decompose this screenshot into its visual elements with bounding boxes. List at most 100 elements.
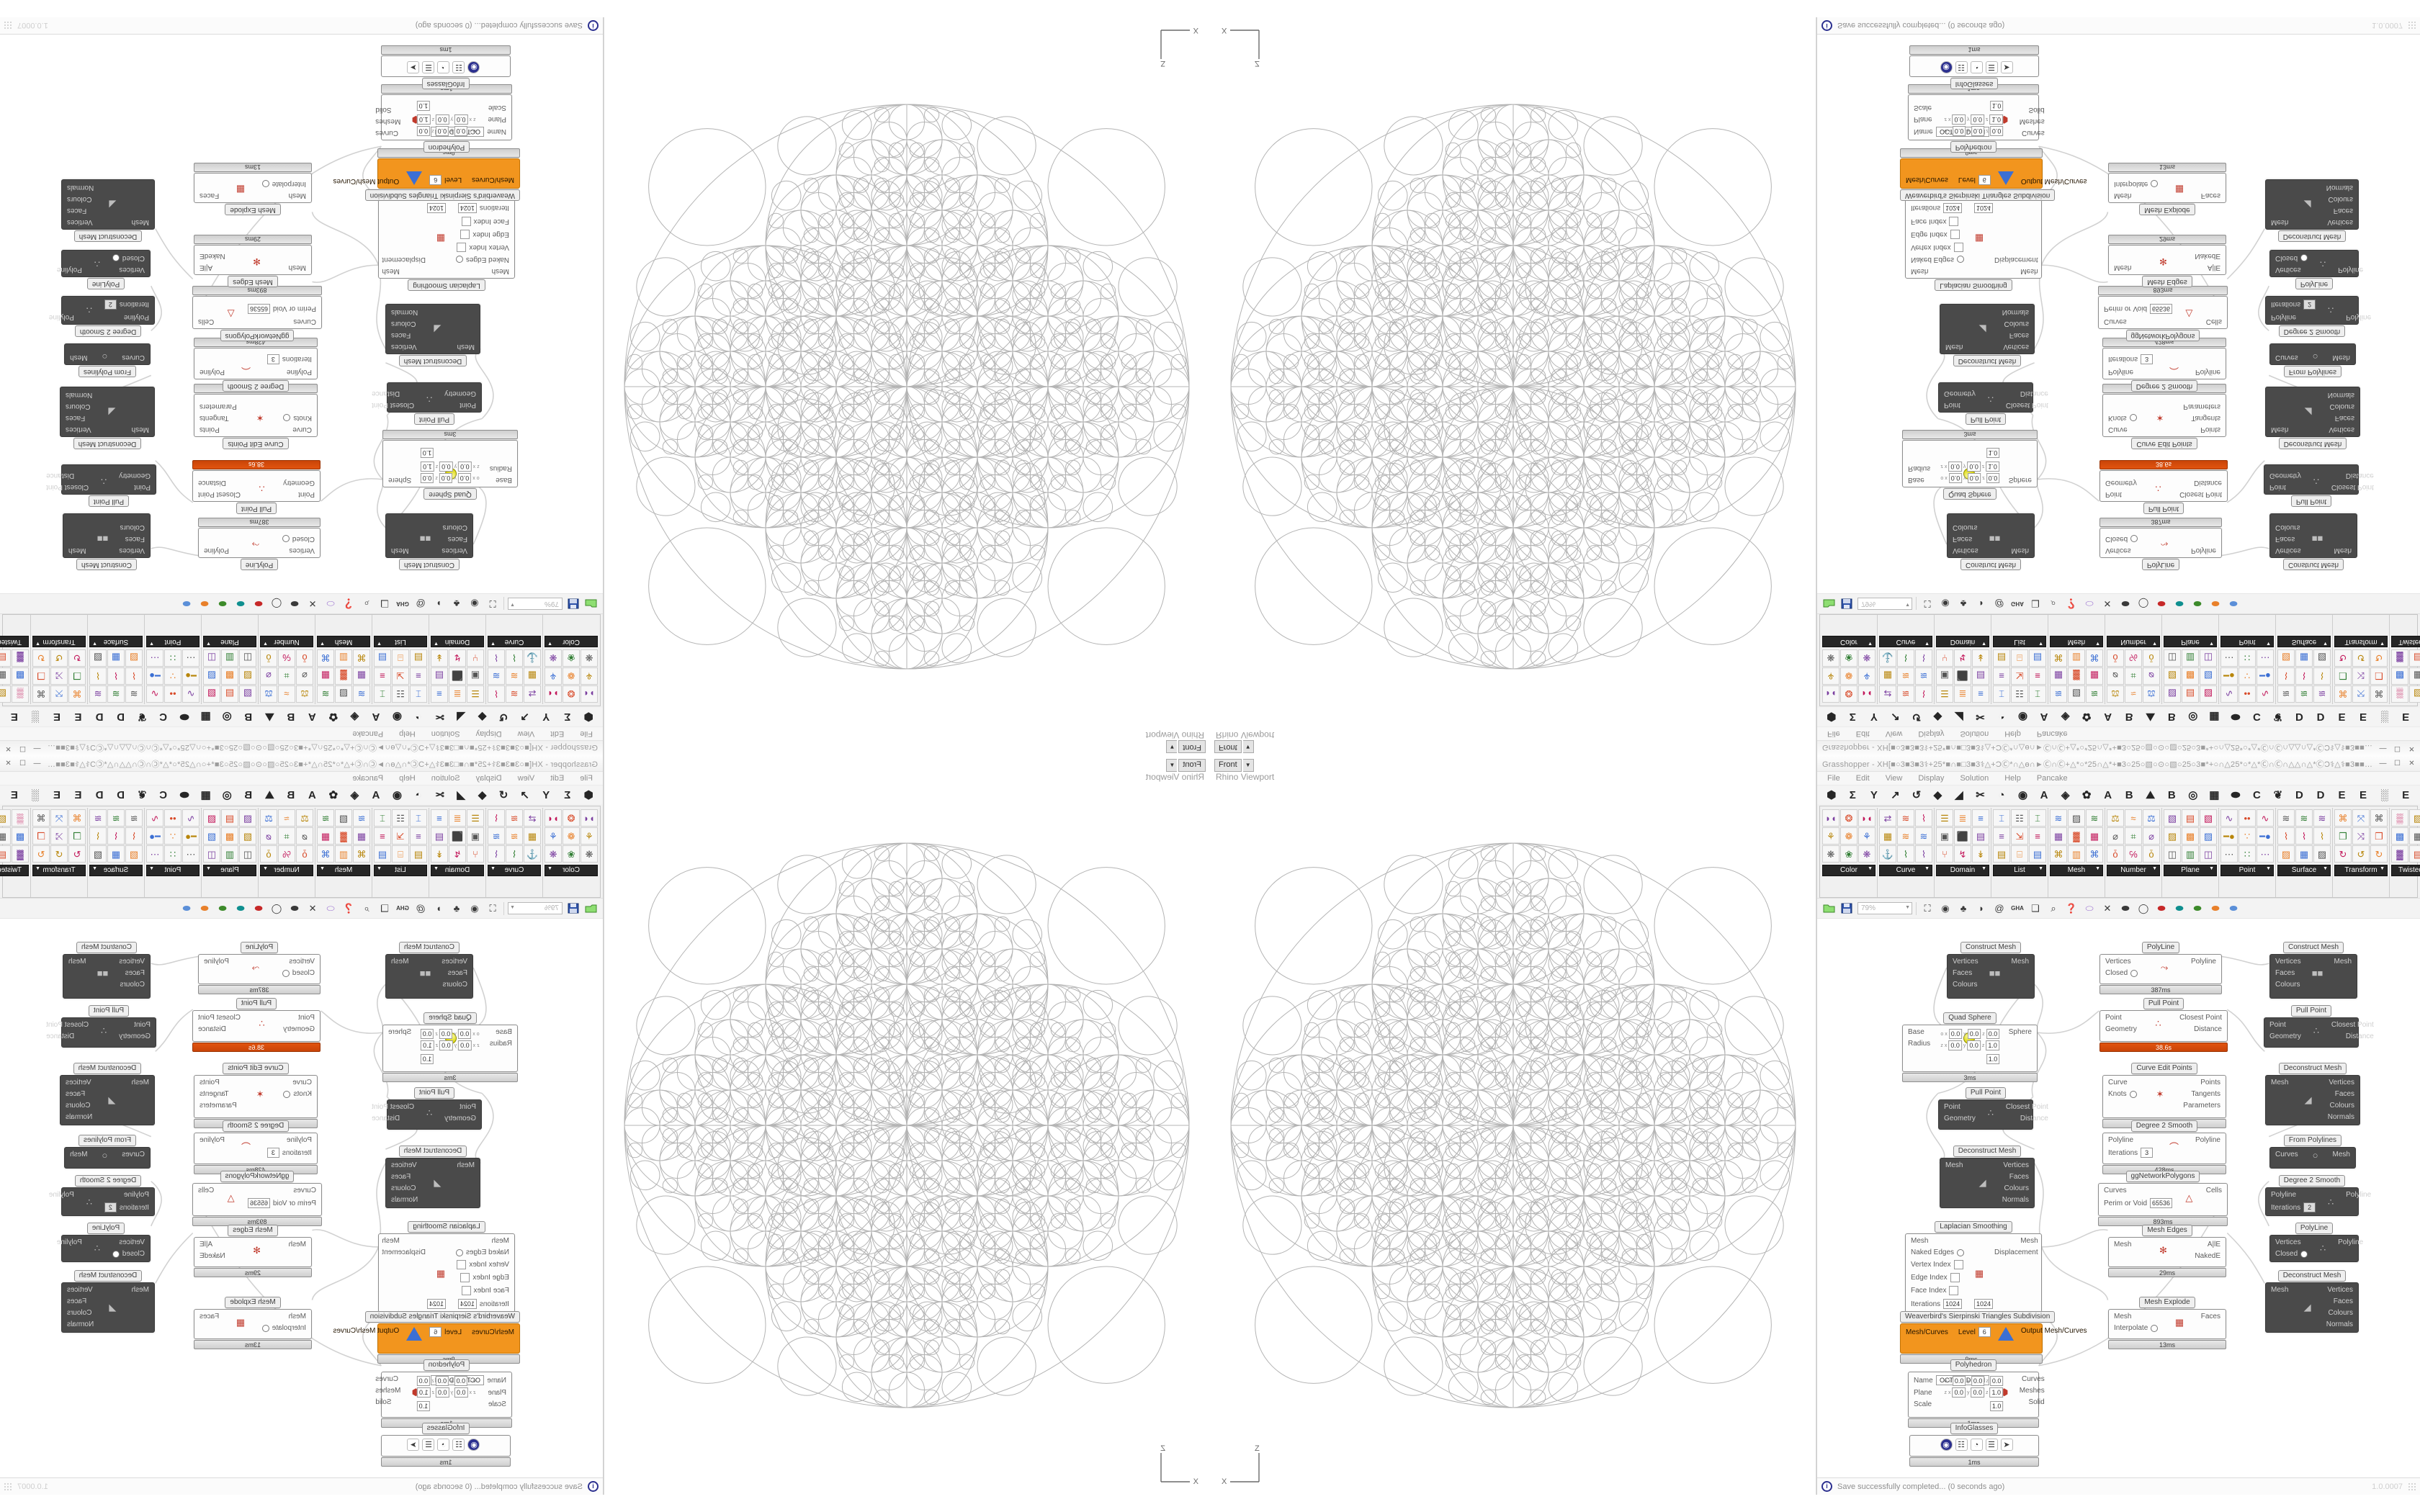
component-icon-grid[interactable]: ≋ ▦ ⌘ ▨ ▓ ▥ ≋ ▦ ⌘ bbox=[316, 808, 371, 864]
sphere-red-icon[interactable]: ⬬ bbox=[254, 598, 263, 609]
gh-node-curve-edit-points[interactable]: Curve Edit Points Curve Knots ✶ Points Tangen… bbox=[2102, 1063, 2226, 1128]
preview-eye-icon[interactable]: ◉ bbox=[1941, 903, 1950, 914]
component-category-twisted-box[interactable]: ▒▩▓▨▦▤▒▩▓Twisted Box▼ bbox=[2390, 808, 2420, 897]
component-icon[interactable]: ≋ bbox=[2277, 809, 2295, 827]
node-body[interactable]: Point Geometry ∴ Closest Point Distance bbox=[1938, 382, 2048, 413]
gh-node-deconstruct-mesh-1[interactable]: Deconstruct Mesh Mesh ◢ Vertices Faces Colour… bbox=[385, 304, 480, 366]
index-checkbox[interactable] bbox=[1953, 243, 1963, 252]
resize-grip[interactable] bbox=[2408, 22, 2416, 30]
component-icon[interactable]: ↻ bbox=[2334, 649, 2352, 667]
ring-icon[interactable]: ◎ bbox=[2188, 711, 2198, 723]
node-outputs[interactable]: Mesh bbox=[70, 1151, 87, 1160]
component-icon[interactable]: ⤨ bbox=[2352, 827, 2370, 845]
gh-node-pull-point-2[interactable]: Pull Point Point Geometry ∴ Closest Point Dis… bbox=[46, 464, 156, 507]
node-output-port[interactable]: Mesh bbox=[68, 546, 86, 554]
node-output-port[interactable]: Faces bbox=[2333, 207, 2353, 215]
node-caption[interactable]: Pull Point bbox=[88, 1005, 130, 1017]
node-inputs[interactable]: Mesh bbox=[457, 308, 475, 351]
component-icon[interactable]: ⌶ bbox=[374, 685, 391, 703]
node-output-port[interactable]: Polyline bbox=[204, 958, 230, 966]
infoglasses-icon-row[interactable]: ◉ ☷ ◔ ☰ ➤ bbox=[1940, 1439, 2013, 1451]
node-body[interactable]: ◉ ☷ ◔ ☰ ➤ bbox=[1909, 55, 2039, 77]
component-icon[interactable]: ▨ bbox=[2164, 667, 2181, 685]
letter-b-icon[interactable]: B bbox=[2125, 788, 2133, 801]
node-output-port[interactable]: Polyline bbox=[2195, 368, 2220, 376]
component-icon[interactable]: ━● bbox=[2220, 827, 2238, 845]
category-tab-list[interactable]: List ▼ bbox=[1993, 636, 2046, 647]
component-icon[interactable]: ▒ bbox=[2391, 685, 2408, 703]
boolean-toggle[interactable] bbox=[455, 256, 463, 264]
node-input-port[interactable]: Knots bbox=[283, 1090, 312, 1098]
node-caption[interactable]: Degree 2 Smooth bbox=[2278, 1175, 2346, 1187]
category-tab-number[interactable]: Number ▼ bbox=[260, 636, 313, 647]
gh-node-ggnetworkpolygons[interactable]: ggNetworkPolygons Curves Perim or Void 6553… bbox=[2098, 286, 2228, 341]
node-outputs[interactable]: Curves Meshes Solid bbox=[2020, 1375, 2045, 1408]
component-icon[interactable]: ∵ bbox=[2238, 667, 2256, 685]
param-value[interactable]: 1.0 bbox=[1989, 114, 2004, 125]
component-icon[interactable]: ☷ bbox=[392, 809, 409, 827]
index-checkbox[interactable] bbox=[460, 1273, 470, 1282]
component-icon[interactable]: ⌇ bbox=[506, 649, 523, 667]
node-inputs[interactable]: Base Radius bbox=[490, 1028, 512, 1048]
node-inputs[interactable]: Mesh Interpolate bbox=[261, 1313, 306, 1332]
canvas-toolbar[interactable]: 79% ▼ ⛶ ◉ ♣ ◗ @ GHA ❑ ⌕ ❓ ⬭ ✕ ⬬ ◯ ⬬ ⬬ ⬬ ⬬ ⬬ bbox=[1817, 898, 2420, 918]
component-icon-grid[interactable]: ⌶ ≡ ▤ ☷ ⇲ ⌸ ⌶ ≡ ▤ bbox=[373, 648, 428, 704]
maximize-button[interactable]: ☐ bbox=[2394, 759, 2401, 768]
window-controls[interactable]: — ☐ ✕ bbox=[1, 758, 44, 770]
sphere-teal-icon[interactable]: ⬬ bbox=[2175, 903, 2184, 914]
gh-node-pull-point-2[interactable]: Pull Point Point Geometry ∴ Closest Point Dis… bbox=[2264, 464, 2374, 507]
node-caption[interactable]: Construct Mesh bbox=[398, 942, 460, 953]
component-icon[interactable]: ◫ bbox=[239, 845, 256, 863]
node-caption[interactable]: Deconstruct Mesh bbox=[398, 1146, 467, 1157]
component-icon[interactable]: ⌸ bbox=[392, 649, 409, 667]
node-output-port[interactable]: Polyline bbox=[204, 546, 230, 554]
node-inputs[interactable]: Mesh Interpolate bbox=[261, 180, 306, 199]
iterations-value[interactable]: 1024 bbox=[426, 1299, 446, 1309]
node-input-port[interactable]: Geometry bbox=[283, 479, 315, 487]
node-input-port[interactable]: Closed bbox=[282, 535, 315, 543]
node-caption[interactable]: Construct Mesh bbox=[76, 942, 138, 953]
help-bag-icon[interactable]: ❓ bbox=[342, 903, 355, 914]
component-icon[interactable]: ▦ bbox=[353, 827, 370, 845]
draw-wires-icon[interactable]: ♣ bbox=[1960, 598, 1967, 609]
param-value[interactable]: 0.0 bbox=[1989, 1376, 2004, 1386]
chevron-down-icon[interactable]: ▼ bbox=[320, 641, 325, 646]
node-inputs[interactable]: Point Geometry bbox=[119, 472, 151, 491]
node-caption[interactable]: Pull Point bbox=[2290, 495, 2332, 507]
cloud-icon[interactable]: ✿ bbox=[328, 789, 339, 801]
cross-wires-icon[interactable]: ✕ bbox=[308, 598, 317, 609]
node-input-port[interactable]: Interpolate bbox=[261, 180, 306, 188]
param-value[interactable]: 0.0 bbox=[454, 1387, 468, 1398]
grid-icon[interactable]: ▦ bbox=[2209, 711, 2220, 723]
gh-node-mesh-explode[interactable]: Mesh Explode Mesh Interpolate ▦ Faces 13ms bbox=[194, 1297, 312, 1349]
node-output-port[interactable]: Curves bbox=[2022, 1375, 2045, 1383]
at-icon[interactable]: @ bbox=[1994, 903, 2004, 914]
boolean-toggle[interactable] bbox=[2300, 1250, 2308, 1258]
node-output-port[interactable]: Tangents bbox=[2191, 414, 2220, 422]
node-inputs[interactable] bbox=[501, 1439, 505, 1451]
mountain-icon[interactable]: ⛰ bbox=[264, 788, 274, 801]
component-palette[interactable]: ◗◖ ⚘ ❋ ❂ ❁ ❀ ◗◖ ⚘ ❋ Color ▼ ⇄ ▦ ⚓ ≋ ≋ ⌇ ⌇ ≋ ⌇ Curve ▼ ☰ ▣ ⑂ ≣ ⬛ ↯ ≡ ▤… bbox=[1819, 806, 2420, 898]
node-inputs[interactable]: Curve Knots bbox=[2108, 402, 2137, 433]
node-inputs[interactable] bbox=[1915, 1439, 1919, 1451]
gh-node-polyhedron[interactable]: PolyhedronNameOCTAHEDRONPlaneScale⬢Curve… bbox=[375, 84, 512, 153]
component-icon[interactable]: ▤ bbox=[0, 649, 11, 667]
component-icon[interactable]: ▨ bbox=[2409, 809, 2420, 827]
menu-item-file[interactable]: File bbox=[1827, 729, 1840, 738]
zoom-extents-icon[interactable]: ⛶ bbox=[489, 903, 496, 914]
node-body[interactable]: Mesh ✻ A|lE NakedE bbox=[194, 245, 312, 275]
node-output-port[interactable]: Faces bbox=[2200, 1313, 2220, 1320]
node-output-port[interactable]: Distance bbox=[2194, 1025, 2222, 1033]
node-input-port[interactable]: Iterations 2 bbox=[2271, 300, 2316, 310]
node-body[interactable]: Point Geometry ∴ Closest Point Distance bbox=[1938, 1099, 2048, 1130]
node-caption[interactable]: Polyhedron bbox=[423, 1359, 470, 1371]
index-checkbox[interactable] bbox=[457, 243, 467, 252]
node-input-port[interactable]: Vertex Index bbox=[1911, 1260, 1964, 1269]
component-icon-grid[interactable]: ⌘ ❐ ↻ ⤧ ⤨ ↺ ⌘ ❐ ↻ bbox=[32, 648, 86, 704]
letter-e-icon[interactable]: E bbox=[2338, 788, 2346, 801]
param-value[interactable]: 1.0 bbox=[416, 114, 431, 125]
node-caption[interactable]: PolyLine bbox=[2295, 278, 2334, 289]
node-output-port[interactable]: Vertices bbox=[2003, 343, 2029, 351]
node-input-port[interactable]: Geometry bbox=[283, 1025, 315, 1033]
sphere-red-icon[interactable]: ⬬ bbox=[254, 903, 263, 914]
